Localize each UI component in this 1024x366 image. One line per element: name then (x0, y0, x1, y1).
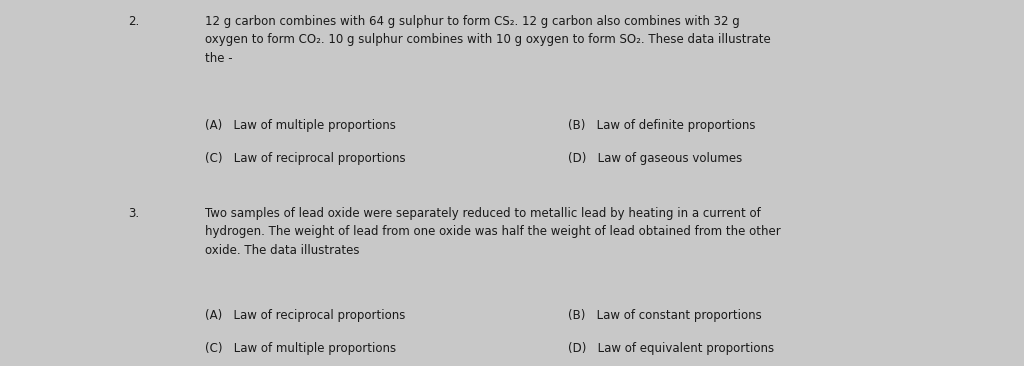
Text: (C)   Law of reciprocal proportions: (C) Law of reciprocal proportions (205, 152, 406, 165)
Text: Two samples of lead oxide were separately reduced to metallic lead by heating in: Two samples of lead oxide were separatel… (205, 207, 780, 257)
Text: 3.: 3. (128, 207, 139, 220)
Text: 2.: 2. (128, 15, 139, 28)
Text: 12 g carbon combines with 64 g sulphur to form CS₂. 12 g carbon also combines wi: 12 g carbon combines with 64 g sulphur t… (205, 15, 770, 65)
Text: (A)   Law of reciprocal proportions: (A) Law of reciprocal proportions (205, 309, 406, 322)
Text: (D)   Law of gaseous volumes: (D) Law of gaseous volumes (568, 152, 742, 165)
Text: (D)   Law of equivalent proportions: (D) Law of equivalent proportions (568, 342, 774, 355)
Text: (C)   Law of multiple proportions: (C) Law of multiple proportions (205, 342, 396, 355)
Text: (B)   Law of constant proportions: (B) Law of constant proportions (568, 309, 762, 322)
Text: (A)   Law of multiple proportions: (A) Law of multiple proportions (205, 119, 395, 132)
Text: (B)   Law of definite proportions: (B) Law of definite proportions (568, 119, 756, 132)
